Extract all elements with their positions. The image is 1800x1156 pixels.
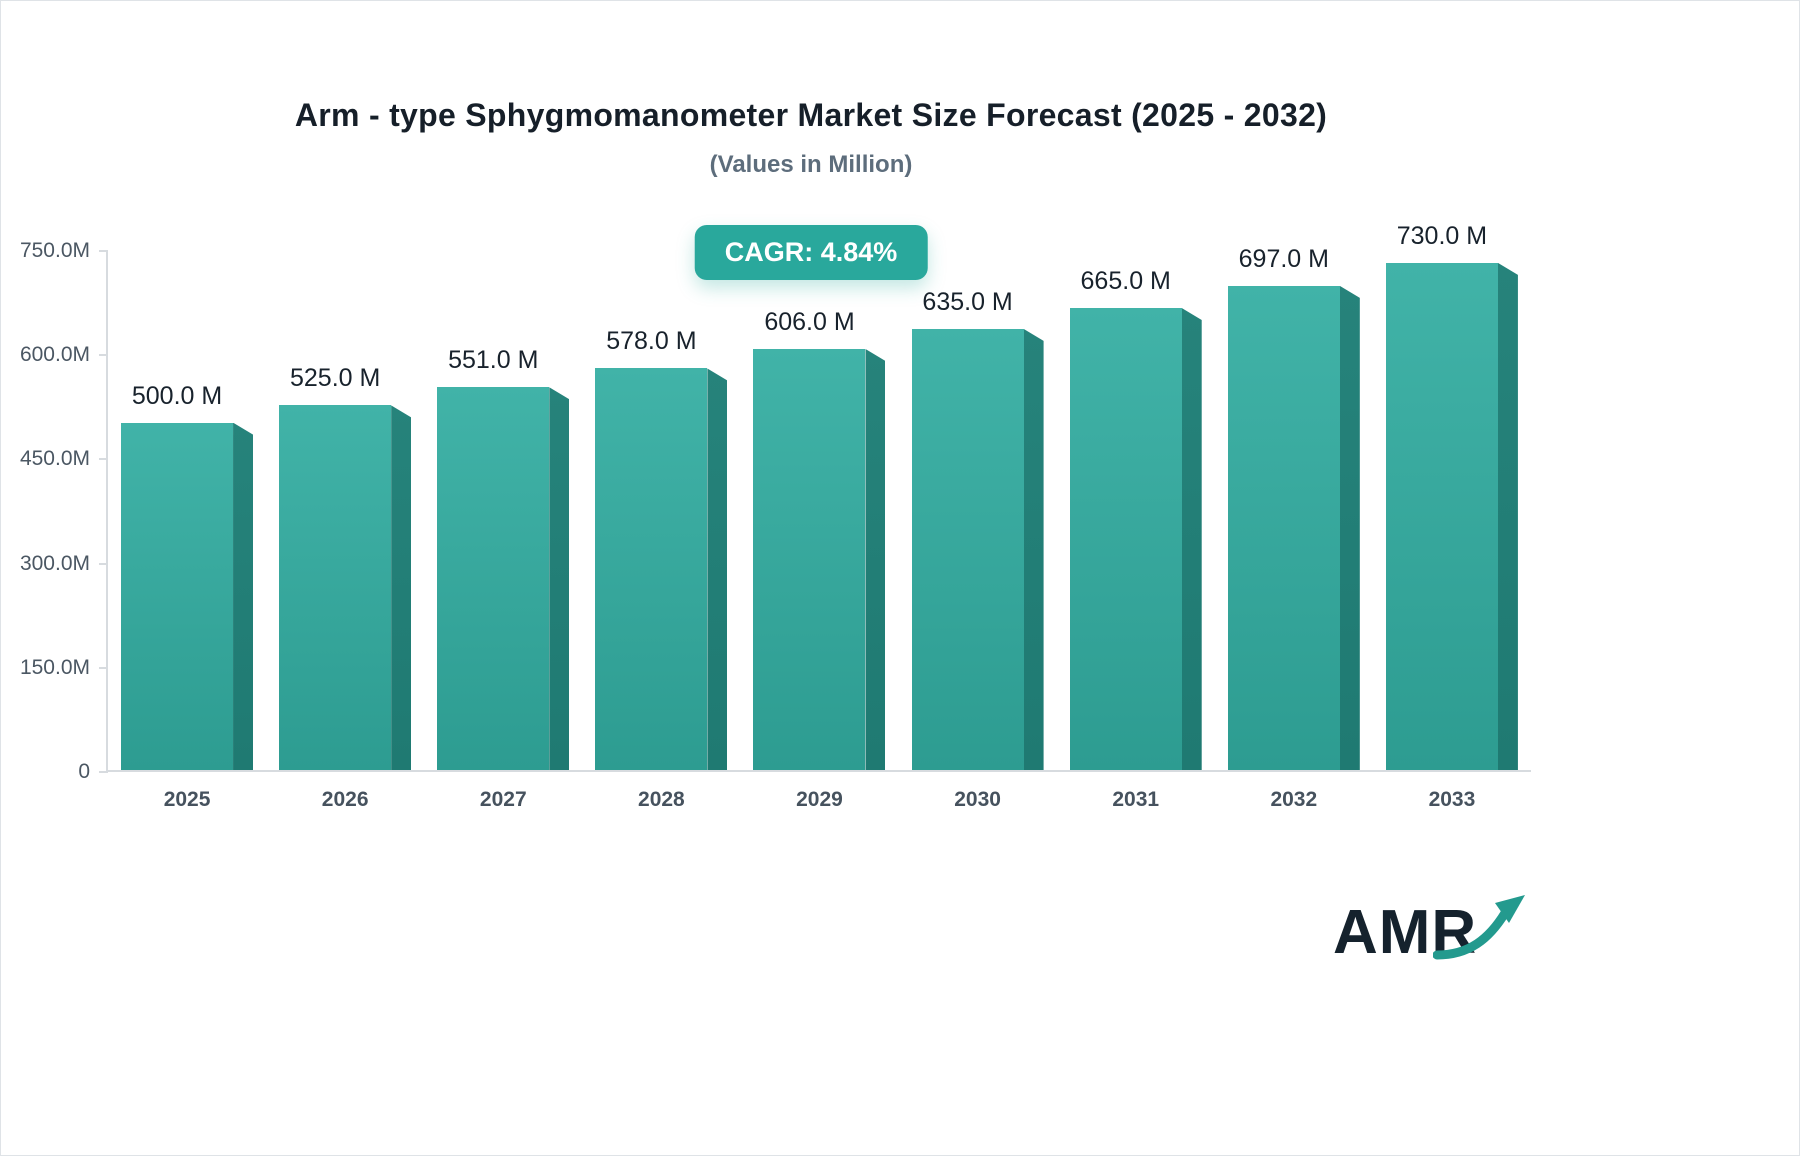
bar-side-face (1497, 262, 1518, 770)
x-axis-label: 2031 (1112, 788, 1160, 811)
bar-side-face (1023, 328, 1044, 770)
plot-area: 750.0M 600.0M 450.0M 300.0M 150.0M 0 500.0 M 2… (20, 222, 1531, 811)
cagr-badge: CAGR: 4.84% (694, 225, 928, 280)
bar (279, 405, 412, 770)
y-axis-tick-mark (99, 458, 108, 461)
x-axis-label: 2026 (321, 788, 369, 811)
bar (911, 328, 1044, 770)
bar-side-face (549, 387, 570, 770)
x-axis-label: 2029 (796, 788, 843, 811)
chart-subtitle: (Values in Million) (709, 151, 913, 178)
bar-value-label: 665.0 M (1080, 267, 1171, 296)
y-axis-tick-label: 450.0M (19, 447, 90, 471)
y-axis-tick-mark (99, 562, 108, 565)
bar-value-label: 635.0 M (922, 287, 1013, 316)
y-axis-tick-label: 0 (78, 760, 90, 783)
bar-value-label: 500.0 M (131, 381, 223, 410)
bar-value-label: 730.0 M (1396, 221, 1488, 250)
y-axis-tick-label: 600.0M (19, 343, 90, 367)
x-axis-label: 2028 (638, 788, 685, 811)
bar-side-face (233, 422, 254, 770)
bar-side-face (1181, 308, 1202, 770)
y-axis-tick-label: 750.0M (19, 239, 90, 262)
bar-slot: 635.0 M 2030 (899, 251, 1057, 811)
y-axis-tick-label: 300.0M (19, 551, 90, 575)
bar-slot: 578.0 M 2028 (582, 251, 740, 811)
y-axis-tick-mark (99, 666, 108, 669)
bar-value-label: 551.0 M (448, 346, 539, 375)
bar-slot: 730.0 M 2033 (1373, 222, 1531, 811)
bar-side-face (707, 368, 728, 770)
bar-side-face (391, 405, 412, 770)
bar-slot: 551.0 M 2027 (424, 251, 582, 811)
x-axis-label: 2030 (954, 788, 1001, 811)
bar (1069, 308, 1202, 770)
bar (121, 422, 254, 770)
chart-title: Arm - type Sphygmomanometer Market Size … (294, 97, 1328, 133)
growth-arrow-icon (1433, 895, 1525, 960)
y-axis-tick-mark (99, 250, 108, 252)
bar-value-label: 578.0 M (606, 327, 697, 356)
bar (595, 368, 728, 770)
y-axis-tick-label: 150.0M (19, 655, 90, 679)
bar (1227, 285, 1360, 770)
x-axis-label: 2027 (479, 788, 527, 811)
bars-row: 500.0 M 2025 525.0 M 2026 551.0 M 2027 578.0 M… (108, 222, 1531, 811)
y-axis-tick-mark (99, 354, 108, 357)
amr-logo: AMR (1333, 895, 1553, 989)
bar-value-label: 606.0 M (764, 308, 855, 337)
bar-value-label: 697.0 M (1238, 244, 1329, 273)
bar-value-label: 525.0 M (289, 364, 381, 393)
bar-slot: 697.0 M 2032 (1215, 245, 1373, 811)
x-axis-label: 2032 (1270, 788, 1318, 811)
bar-slot: 500.0 M 2025 (108, 251, 266, 811)
y-axis-tick-mark (99, 771, 108, 773)
bar-side-face (865, 349, 886, 770)
bar-slot: 525.0 M 2026 (266, 251, 424, 811)
bar (753, 349, 886, 770)
bar (437, 387, 570, 770)
x-axis-label: 2025 (163, 788, 211, 811)
bar-slot: 606.0 M 2029 (740, 251, 898, 811)
chart-content: Arm - type Sphygmomanometer Market Size … (1, 1, 1621, 1155)
bar-slot: 665.0 M 2031 (1057, 251, 1215, 811)
bar-side-face (1339, 285, 1360, 770)
x-axis-label: 2033 (1428, 788, 1476, 811)
bar (1385, 262, 1518, 770)
